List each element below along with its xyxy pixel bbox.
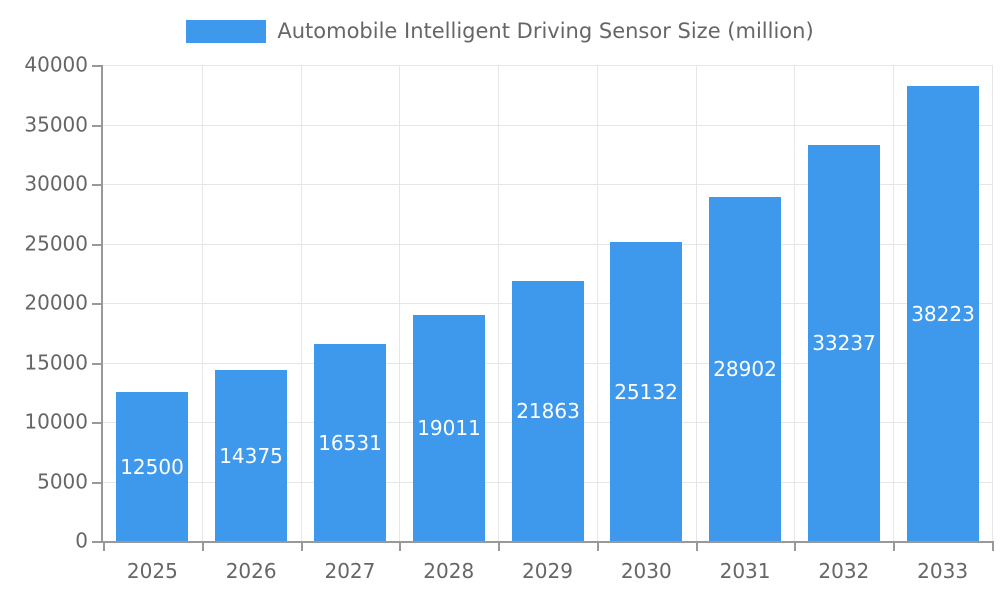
bar-value-label: 28902 [713, 357, 777, 381]
x-gridline [992, 65, 993, 541]
bar-value-label: 12500 [120, 454, 184, 479]
y-axis-tick [92, 303, 102, 305]
x-axis-label: 2032 [818, 559, 870, 583]
x-axis-tick [992, 541, 994, 551]
x-axis-label: 2029 [522, 559, 573, 583]
x-gridline [597, 65, 598, 541]
y-axis-label: 25000 [24, 231, 88, 256]
y-gridline [103, 184, 992, 185]
bar-value-label: 21863 [516, 399, 580, 423]
bar: 33237 [808, 145, 880, 541]
y-axis-label: 0 [75, 528, 88, 553]
x-gridline [696, 65, 697, 541]
bar: 28902 [709, 197, 781, 541]
bar: 14375 [215, 370, 287, 541]
x-gridline [399, 65, 400, 541]
y-axis-label: 30000 [24, 171, 88, 196]
y-axis-label: 35000 [24, 112, 88, 137]
x-axis-tick [301, 541, 303, 551]
bar-value-label: 14375 [219, 443, 283, 468]
x-axis-tick [103, 541, 105, 551]
x-axis-tick [202, 541, 204, 551]
x-gridline [893, 65, 894, 541]
x-axis-tick [893, 541, 895, 551]
x-gridline [301, 65, 302, 541]
bar: 38223 [907, 86, 979, 541]
x-axis-label: 2026 [225, 559, 277, 583]
x-axis-tick [399, 541, 401, 551]
y-axis-tick [92, 184, 102, 186]
x-axis-tick [498, 541, 500, 551]
x-axis-line [101, 541, 992, 543]
bar: 12500 [116, 392, 188, 541]
x-axis-label: 2030 [620, 559, 672, 583]
bar-value-label: 38223 [911, 301, 975, 326]
y-axis-label: 5000 [37, 469, 88, 494]
x-axis-tick [794, 541, 796, 551]
x-axis-label: 2028 [423, 559, 475, 583]
y-axis-tick [92, 422, 102, 424]
y-axis-label: 15000 [24, 350, 88, 375]
bar: 16531 [314, 344, 386, 541]
y-axis-label: 10000 [24, 409, 88, 434]
x-axis-label: 2031 [719, 559, 771, 583]
x-axis-label: 2027 [324, 559, 376, 583]
y-axis-label: 20000 [24, 290, 88, 315]
x-axis-label: 2025 [126, 559, 178, 583]
bar-value-label: 33237 [812, 331, 876, 355]
bar: 21863 [512, 281, 584, 541]
x-gridline [498, 65, 499, 541]
y-axis-tick [92, 125, 102, 127]
legend-label: Automobile Intelligent Driving Sensor Si… [277, 19, 814, 43]
bar-value-label: 16531 [318, 430, 382, 455]
bar: 25132 [610, 242, 682, 541]
bar-value-label: 19011 [417, 416, 481, 440]
bar-value-label: 25132 [614, 379, 678, 404]
y-axis-label: 40000 [24, 52, 88, 77]
chart-legend[interactable]: Automobile Intelligent Driving Sensor Si… [0, 19, 1000, 43]
x-axis-tick [696, 541, 698, 551]
y-axis-tick [92, 482, 102, 484]
y-gridline [103, 244, 992, 245]
x-axis-tick [597, 541, 599, 551]
y-gridline [103, 125, 992, 126]
y-gridline [103, 65, 992, 66]
legend-swatch [186, 19, 267, 43]
y-axis-tick [92, 244, 102, 246]
y-axis-tick [92, 65, 102, 67]
y-axis-line [101, 65, 103, 543]
x-gridline [794, 65, 795, 541]
bar: 19011 [413, 315, 485, 541]
y-axis-tick [92, 363, 102, 365]
x-axis-label: 2033 [917, 559, 969, 583]
y-axis-tick [92, 541, 102, 543]
x-gridline [202, 65, 203, 541]
